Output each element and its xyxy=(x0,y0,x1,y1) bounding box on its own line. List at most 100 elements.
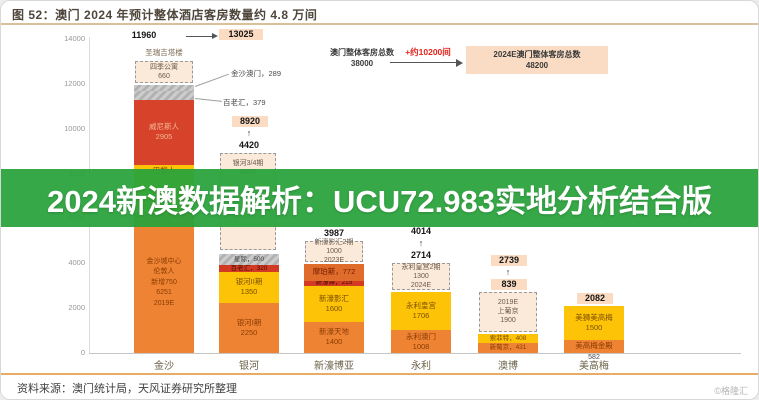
segment-label: 索菲特，408 xyxy=(489,335,527,343)
planned-addition-label: 永利皇宫2期 xyxy=(401,264,441,272)
segment-label: 金沙城中心 xyxy=(146,257,182,265)
growth-arrow-head-icon xyxy=(212,33,218,39)
segment-label: 1008 xyxy=(412,341,430,351)
figure-title: 图 52：澳门 2024 年预计整体酒店客房数量约 4.8 万间 xyxy=(12,8,318,22)
current-total-title: 澳门整体客房总数 xyxy=(330,48,394,57)
growth-arrow-line xyxy=(186,36,212,37)
bar-segment: 永利皇宫 1706 xyxy=(391,292,451,331)
segment-label: 伦敦人 xyxy=(153,268,175,276)
bar-segment: 星际，500 xyxy=(219,253,279,266)
planned-addition-label: 660 xyxy=(158,72,170,80)
segment-label: 1400 xyxy=(325,337,343,347)
segment-label: 星际，500 xyxy=(233,255,265,263)
segment-label: 新濠锋，215 xyxy=(315,279,353,287)
bar-segment: 金沙城中心伦敦人新增750 6251 2019E xyxy=(134,212,194,353)
bar-segment: 威尼斯人 2905 xyxy=(134,99,194,165)
planned-addition-box: 永利皇宫2期 1300 2024E xyxy=(392,262,450,291)
bar-segment xyxy=(134,91,194,100)
planned-addition-label: 1900 xyxy=(500,317,516,325)
x-axis-label: 新濠博亚 xyxy=(314,361,354,372)
y-axis-tick-label: 2000 xyxy=(68,303,85,313)
current-total-value: 38000 xyxy=(350,59,374,68)
segment-label: 威尼斯人 xyxy=(149,122,179,132)
bar-segment: 新葡京，431 xyxy=(478,343,538,353)
bar-segment: 摩珀斯，772 xyxy=(304,263,364,281)
bar-segment: 美狮美高梅 1500 xyxy=(564,306,624,340)
segment-label: 1350 xyxy=(240,287,258,297)
current-total-label: 澳门整体客房总数 38000 xyxy=(314,47,410,69)
y-axis-tick-label: 0 xyxy=(80,348,85,357)
segment-label: 新濠天地 xyxy=(319,327,349,337)
bar-segment: 银河II期 1350 xyxy=(219,272,279,303)
segment-label: 美狮美高梅 xyxy=(575,313,613,323)
delta-arrow-head-icon xyxy=(456,59,463,67)
segment-label: 1706 xyxy=(412,311,430,321)
segment-label: 6251 xyxy=(156,289,172,297)
bar-segment xyxy=(134,84,194,92)
forecast-total-title: 2024E澳门整体客房总数 xyxy=(493,50,581,59)
segment-label: 银河II期 xyxy=(235,277,263,287)
overlay-banner-text: 2024新澳数据解析：UCU72.983实地分析结合版 xyxy=(47,183,712,219)
bar-segment: 永利澳门 1008 xyxy=(391,330,451,353)
source-note: 资料来源：澳门统计局，天风证券研究所整理 xyxy=(17,383,237,395)
callout-line xyxy=(194,98,222,102)
segment-label: 2250 xyxy=(240,327,258,337)
segment-label: 银河I期 xyxy=(236,317,262,327)
x-axis-label: 金沙 xyxy=(154,361,174,372)
segment-label: 新葡京，431 xyxy=(489,344,527,352)
y-axis-tick-label: 10000 xyxy=(64,123,85,133)
planned-addition-label: 四季公寓 xyxy=(150,63,178,71)
bar-value-label: 839 xyxy=(491,278,527,290)
planned-addition-label: 2019E xyxy=(497,299,519,307)
bar-segment: 美高梅金殿 xyxy=(564,339,624,353)
bar-value-label: 3987 xyxy=(323,228,345,239)
planned-addition-box: 新濠影汇2期 1000 2023E xyxy=(305,238,363,264)
tower-label: 圣瑞吉塔楼 xyxy=(145,48,183,57)
segment-label: 新增750 xyxy=(151,278,177,286)
y-axis-tick-label: 14000 xyxy=(64,33,85,43)
bar-value-label: 13025 xyxy=(219,29,263,40)
bar-value-label: 2714 xyxy=(410,249,432,260)
segment-label: 摩珀斯，772 xyxy=(312,267,356,277)
segment-label: 美高梅金殿 xyxy=(575,341,613,351)
watermark: ©格隆汇 xyxy=(714,386,748,396)
bar-value-label: 4420 xyxy=(238,139,260,150)
planned-addition-box: 2019E 上葡京 1900 xyxy=(479,291,537,333)
segment-label: 百老汇，320 xyxy=(230,265,268,273)
planned-addition-label: 2024E xyxy=(410,282,432,290)
segment-label: 2905 xyxy=(155,132,173,142)
increase-arrow-icon: ↑ xyxy=(418,237,424,248)
x-axis-label: 银河 xyxy=(239,361,259,372)
bar-segment: 索菲特，408 xyxy=(478,334,538,344)
callout-label: 金沙澳门，289 xyxy=(231,69,282,78)
delta-label: +约10200间 xyxy=(405,47,451,57)
planned-addition-label: 上葡京 xyxy=(497,308,519,316)
y-axis-tick-label: 12000 xyxy=(64,78,85,88)
planned-addition-label: 1000 xyxy=(326,247,342,255)
footer-divider xyxy=(1,373,758,375)
planned-addition-label: 银河3/4期 xyxy=(232,159,264,167)
segment-label: 1600 xyxy=(325,303,343,313)
y-axis-tick-label: 4000 xyxy=(68,258,85,268)
title-divider xyxy=(1,23,758,25)
bar-value-label: 2082 xyxy=(577,293,613,305)
bar-value-label: 8920 xyxy=(232,115,268,127)
bar-value-label: 2739 xyxy=(491,254,527,266)
planned-addition-label: 1300 xyxy=(413,273,429,281)
x-axis-label: 美高梅 xyxy=(579,361,609,372)
forecast-total-box: 2024E澳门整体客房总数 48200 xyxy=(466,46,608,74)
x-axis-label: 澳博 xyxy=(498,361,518,372)
overlay-banner: 2024新澳数据解析：UCU72.983实地分析结合版 xyxy=(1,169,758,227)
forecast-total-value: 48200 xyxy=(525,61,549,70)
bar-segment: 新濠影汇 1600 xyxy=(304,285,364,322)
planned-addition-label: 新濠影汇2期 xyxy=(314,238,354,246)
bar-segment: 银河I期 2250 xyxy=(219,302,279,353)
segment-label: 永利澳门 xyxy=(406,331,436,341)
callout-label: 百老汇，379 xyxy=(223,98,266,107)
planned-addition-box: 四季公寓 660 xyxy=(135,60,193,83)
segment-label: 2019E xyxy=(153,299,175,307)
bar-value-label: 11960 xyxy=(131,30,157,40)
segment-label: 新濠影汇 xyxy=(319,293,349,303)
bar-segment: 新濠锋，215 xyxy=(304,279,364,287)
